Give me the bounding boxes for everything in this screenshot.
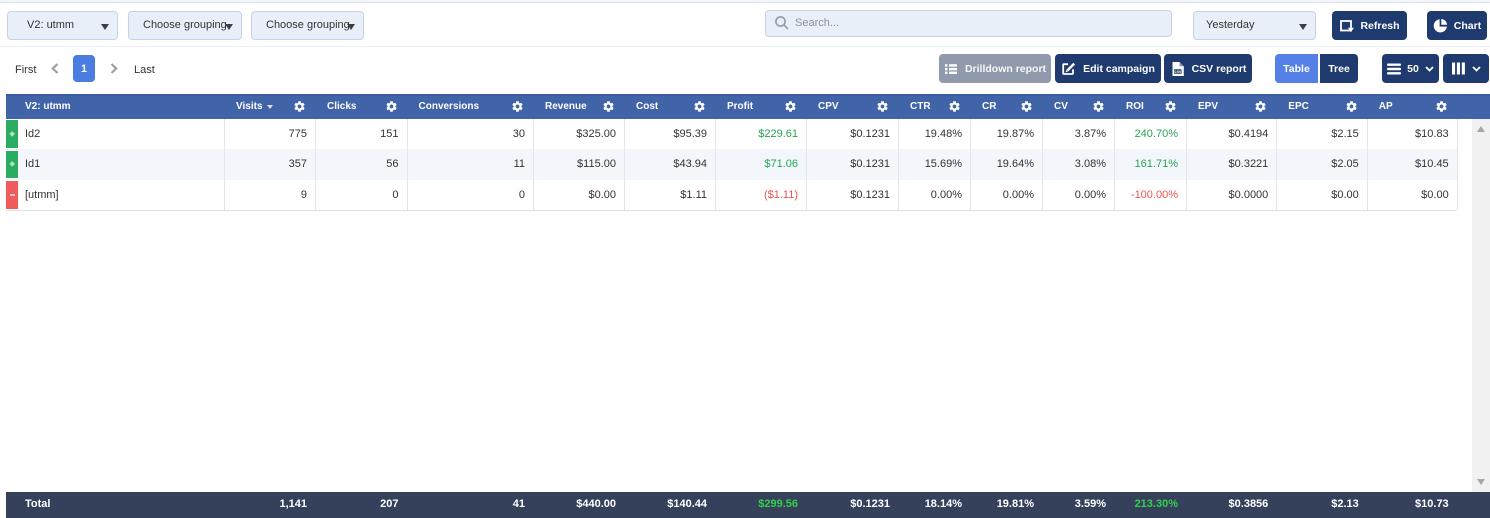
svg-text:csv: csv	[1174, 69, 1182, 74]
